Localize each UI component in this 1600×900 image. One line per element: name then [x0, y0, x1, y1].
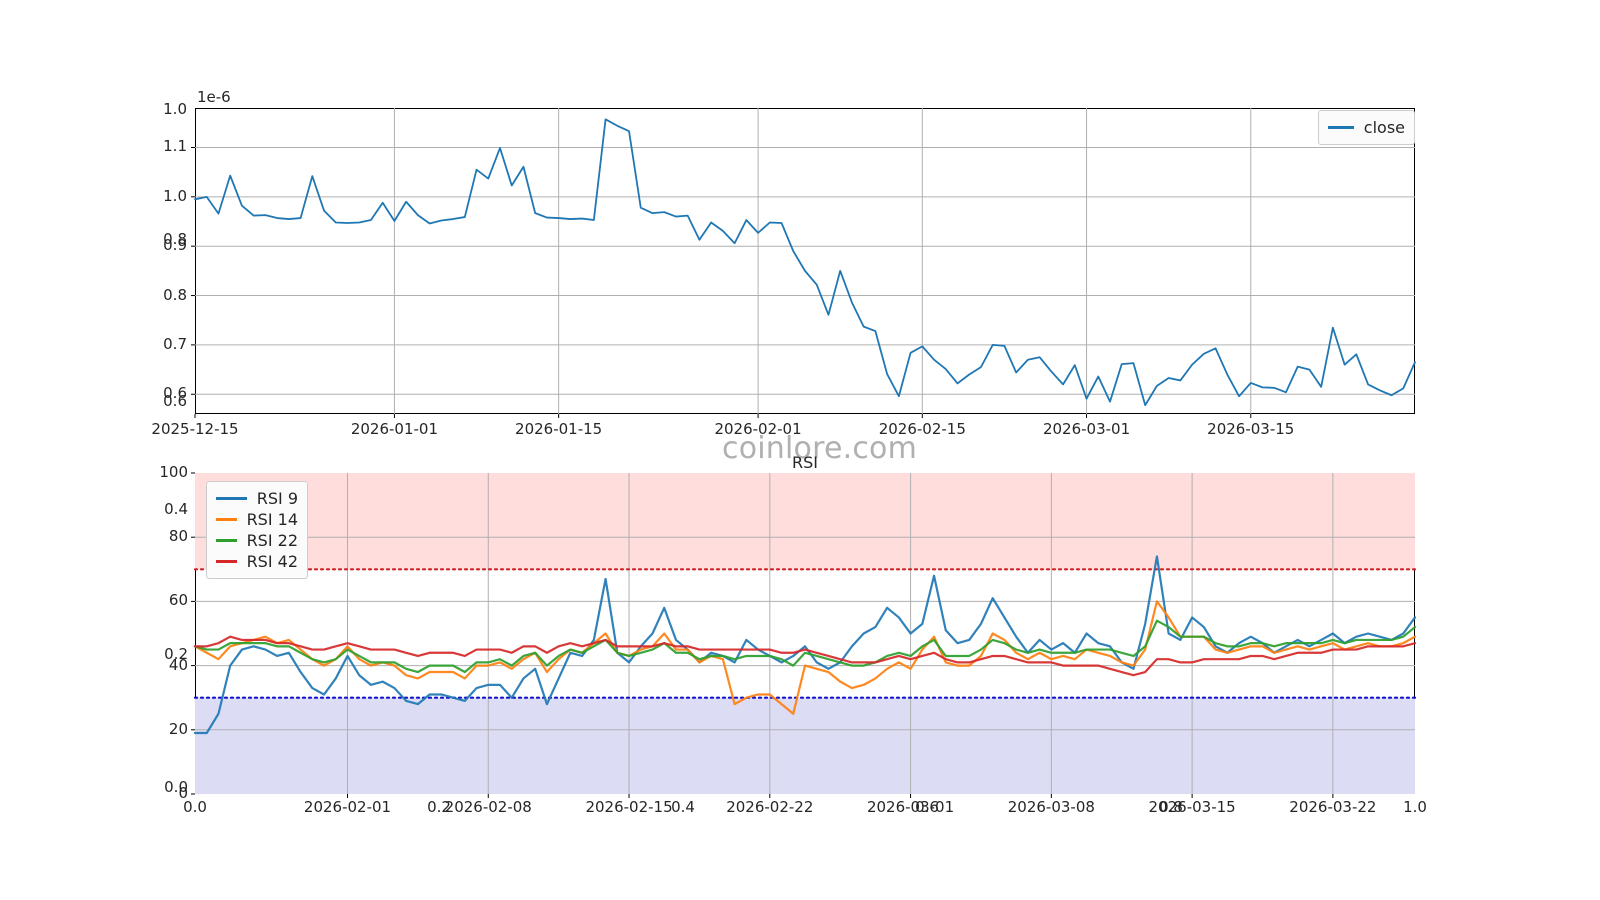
price-y-tick-overlay: 0.8 [163, 230, 187, 248]
rsi-legend-item[interactable]: RSI 42 [216, 551, 298, 572]
price-y-tick-overlay: 0.6 [163, 392, 187, 410]
legend-label: close [1363, 118, 1405, 137]
rsi-legend-item[interactable]: RSI 14 [216, 509, 298, 530]
rsi-y-tick-overlay: 0.0 [164, 778, 188, 796]
price-x-tick: 2026-03-15 [1207, 420, 1295, 438]
rsi-x-tick: 2026-03-22 [1289, 798, 1377, 816]
price-x-tick: 2026-02-01 [714, 420, 802, 438]
legend-line-swatch-icon [216, 497, 247, 500]
rsi-x-tick: 2026-03-01 [866, 798, 955, 816]
rsi-y-tick: 40 [168, 655, 188, 674]
rsi-y-tick: 60 [168, 591, 188, 610]
legend-line-swatch-icon [1328, 126, 1354, 129]
rsi-x-tick: 2026-03-15 [1148, 798, 1236, 816]
rsi-y-tick: 20 [168, 719, 188, 738]
rsi-y-tick: 100 [159, 463, 188, 481]
price-y-tick: 0.8 [163, 285, 187, 304]
rsi-plot-svg [191, 472, 1417, 798]
rsi-x-tick: 2026-02-08 [444, 798, 532, 816]
legend-label: RSI 14 [246, 510, 298, 529]
price-y-tick-overlay: 1.0 [163, 100, 187, 118]
rsi-y-tick: 80 [168, 527, 188, 546]
rsi-x-tick-overlay: 0.6 [915, 798, 939, 816]
rsi-y-tick-overlay: 0.4 [164, 500, 188, 518]
price-x-tick: 2026-03-01 [1042, 420, 1131, 438]
rsi-x-tick: 2026-03-08 [1007, 798, 1095, 816]
rsi-y-tick: 0 [178, 784, 188, 802]
watermark: coinlore.com [722, 431, 918, 466]
rsi-x-tick-overlay: 0.8 [1159, 798, 1183, 816]
rsi-legend-item[interactable]: RSI 22 [216, 530, 298, 551]
rsi-y-tick-overlay: 0.2 [164, 645, 188, 663]
price-chart-panel [191, 108, 1416, 418]
legend-line-swatch-icon [216, 539, 237, 542]
price-offset-label: 1e-6 [197, 88, 231, 106]
rsi-panel-title: RSI [792, 453, 818, 472]
price-legend[interactable]: close [1318, 110, 1415, 145]
price-x-tick: 2026-01-01 [350, 420, 439, 438]
rsi-legend[interactable]: RSI 9 RSI 14 RSI 22 RSI 42 [206, 481, 308, 579]
price-legend-item[interactable]: close [1328, 117, 1405, 138]
price-y-tick: 0.6 [163, 384, 187, 403]
price-y-tick: 1.0 [163, 186, 187, 205]
price-plot-svg [191, 108, 1416, 418]
price-x-tick: 2026-02-15 [878, 420, 966, 438]
rsi-x-tick: 2026-02-22 [726, 798, 814, 816]
price-x-tick: 2026-01-15 [515, 420, 603, 438]
rsi-x-tick: 2026-02-01 [303, 798, 392, 816]
rsi-chart-panel [191, 472, 1417, 798]
rsi-x-tick-overlay: 1.0 [1403, 798, 1427, 816]
legend-label: RSI 22 [246, 531, 298, 550]
legend-label: RSI 42 [246, 552, 298, 571]
legend-line-swatch-icon [216, 560, 237, 563]
rsi-legend-item[interactable]: RSI 9 [216, 488, 298, 509]
price-y-tick: 0.7 [163, 334, 187, 353]
rsi-x-tick-overlay: 0.4 [671, 798, 695, 816]
price-y-tick: 0.9 [163, 236, 187, 255]
price-y-tick: 1.1 [163, 137, 187, 156]
rsi-x-tick: 2026-02-15 [585, 798, 673, 816]
legend-label: RSI 9 [256, 489, 298, 508]
price-axes-frame [195, 108, 1415, 414]
rsi-x-tick-overlay: 0.2 [427, 798, 451, 816]
legend-line-swatch-icon [216, 518, 237, 521]
rsi-x-tick-overlay: 0.0 [183, 798, 207, 816]
price-x-tick: 2025-12-15 [151, 420, 239, 438]
